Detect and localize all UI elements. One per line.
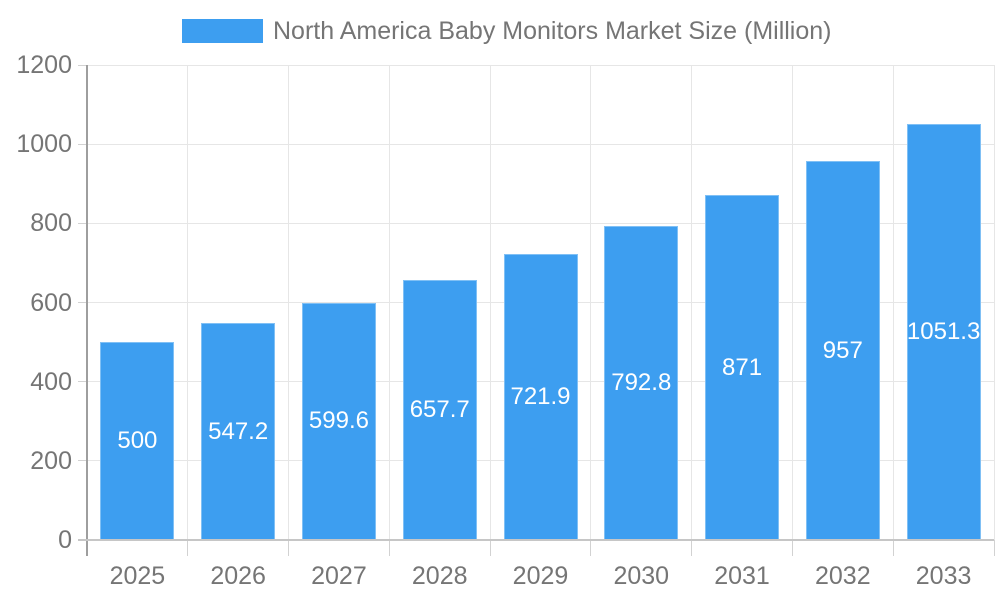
y-axis-tick [78, 143, 87, 145]
x-axis-tick [791, 540, 793, 556]
x-axis-tick [590, 540, 592, 556]
x-axis-tick [993, 540, 995, 556]
y-axis-tick [78, 460, 87, 462]
x-tick-label: 2029 [512, 562, 569, 590]
x-tick-label: 2030 [613, 562, 670, 590]
x-tick-label: 2028 [411, 562, 468, 590]
x-tick-label: 2026 [210, 562, 266, 590]
x-tick-label: 2025 [109, 562, 166, 590]
x-tick-label: 2031 [714, 562, 770, 590]
gridline-vertical [388, 65, 390, 540]
x-axis-tick [288, 540, 290, 556]
bar-value-label: 657.7 [409, 395, 470, 423]
x-axis-tick [187, 540, 189, 556]
gridline-vertical [691, 65, 693, 540]
bar: 657.7 [402, 279, 477, 540]
x-axis-tick [388, 540, 390, 556]
gridline-vertical [590, 65, 592, 540]
bar: 792.8 [604, 226, 679, 540]
y-tick-label: 1200 [16, 51, 72, 79]
bar-value-label: 871 [722, 353, 763, 381]
bar: 871 [705, 195, 780, 540]
bar: 547.2 [201, 323, 276, 540]
x-axis-tick [489, 540, 491, 556]
y-tick-label: 600 [30, 288, 72, 317]
gridline-horizontal [87, 222, 994, 224]
bar-value-label: 721.9 [510, 383, 571, 411]
x-tick-label: 2032 [815, 562, 871, 590]
x-tick-label: 2033 [915, 562, 972, 590]
bar: 1051.3 [906, 123, 981, 540]
gridline-vertical [993, 65, 995, 540]
bar: 500 [100, 342, 175, 540]
y-axis-tick [78, 64, 87, 66]
bar-value-label: 957 [822, 336, 863, 364]
y-tick-label: 1000 [16, 130, 72, 159]
bar-value-label: 1051.3 [906, 317, 981, 345]
gridline-vertical [892, 65, 894, 540]
y-axis-tick [78, 222, 87, 224]
gridline-vertical [187, 65, 189, 540]
bar: 957 [805, 161, 880, 540]
y-tick-label: 0 [58, 526, 72, 554]
y-axis-line [86, 65, 88, 556]
y-tick-label: 800 [30, 209, 72, 238]
x-tick-label: 2027 [311, 562, 367, 590]
gridline-vertical [288, 65, 290, 540]
bar-value-label: 599.6 [308, 407, 369, 435]
bar: 599.6 [301, 302, 376, 540]
x-axis-tick [691, 540, 693, 556]
gridline-horizontal [87, 143, 994, 145]
y-tick-label: 200 [30, 446, 72, 475]
gridline-vertical [489, 65, 491, 540]
y-axis-tick [78, 302, 87, 303]
bar: 721.9 [503, 254, 578, 540]
legend: North America Baby Monitors Market Size … [182, 17, 832, 45]
legend-label: North America Baby Monitors Market Size … [273, 16, 832, 45]
x-axis-line [78, 539, 994, 541]
gridline-horizontal [87, 64, 994, 66]
bar-value-label: 547.2 [208, 417, 269, 445]
bar-value-label: 792.8 [611, 369, 672, 397]
y-tick-label: 400 [30, 367, 72, 396]
bar-value-label: 500 [117, 427, 158, 455]
y-axis-tick [78, 381, 87, 383]
gridline-vertical [791, 65, 793, 540]
legend-swatch [182, 19, 263, 43]
x-axis-tick [892, 540, 894, 556]
